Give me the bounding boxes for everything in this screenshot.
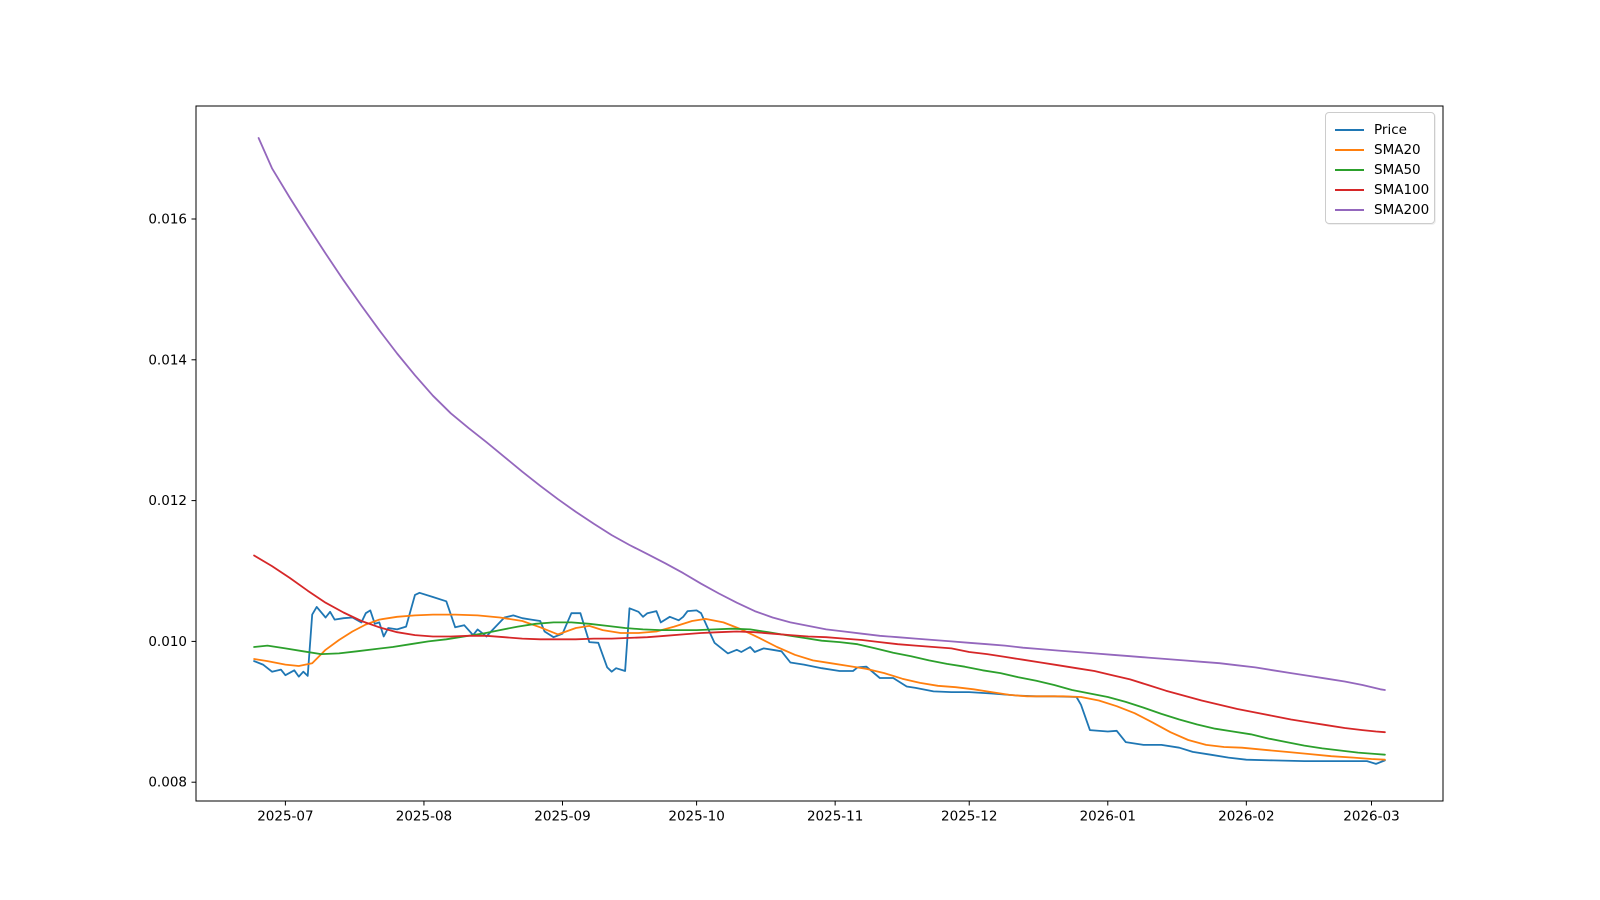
x-axis-tick-label: 2025-10 (668, 809, 724, 825)
legend-label-sma100: SMA100 (1374, 182, 1430, 198)
y-axis-tick-label: 0.010 (148, 634, 187, 650)
legend-item-sma200: SMA200 (1335, 200, 1429, 220)
legend-label-sma50: SMA50 (1374, 162, 1421, 178)
legend-label-sma20: SMA20 (1374, 142, 1421, 158)
plot-border (195, 105, 1444, 802)
series-line-price (253, 591, 1386, 765)
x-axis-tick-label: 2025-09 (534, 809, 590, 825)
x-axis-tick-label: 2026-02 (1218, 809, 1274, 825)
legend-swatch-price (1335, 128, 1364, 132)
legend-swatch-sma50 (1335, 168, 1364, 172)
x-axis-tick-label: 2025-07 (257, 809, 313, 825)
legend: Price SMA20 SMA50 SMA100 SMA200 (1325, 112, 1435, 224)
y-axis-tick-label: 0.012 (148, 493, 187, 509)
x-axis-tick-label: 2026-03 (1343, 809, 1399, 825)
legend-item-price: Price (1335, 120, 1425, 140)
series-line-sma20 (253, 613, 1386, 761)
x-axis-tick-label: 2025-12 (941, 809, 997, 825)
legend-label-price: Price (1374, 122, 1407, 138)
legend-item-sma100: SMA100 (1335, 180, 1429, 200)
x-axis-tick-label: 2025-11 (807, 809, 863, 825)
series-line-sma100 (253, 554, 1386, 734)
series-line-sma200 (257, 137, 1386, 691)
legend-item-sma20: SMA20 (1335, 140, 1425, 160)
x-axis-tick-label: 2025-08 (396, 809, 452, 825)
y-axis-tick-label: 0.016 (148, 211, 187, 227)
y-axis-tick-label: 0.008 (148, 775, 187, 791)
legend-swatch-sma20 (1335, 148, 1364, 152)
y-axis-tick-label: 0.014 (148, 352, 187, 368)
x-axis-tick-label: 2026-01 (1080, 809, 1136, 825)
legend-swatch-sma200 (1335, 208, 1364, 212)
legend-label-sma200: SMA200 (1374, 202, 1430, 218)
legend-swatch-sma100 (1335, 188, 1364, 192)
legend-item-sma50: SMA50 (1335, 160, 1425, 180)
series-line-sma50 (253, 621, 1386, 756)
